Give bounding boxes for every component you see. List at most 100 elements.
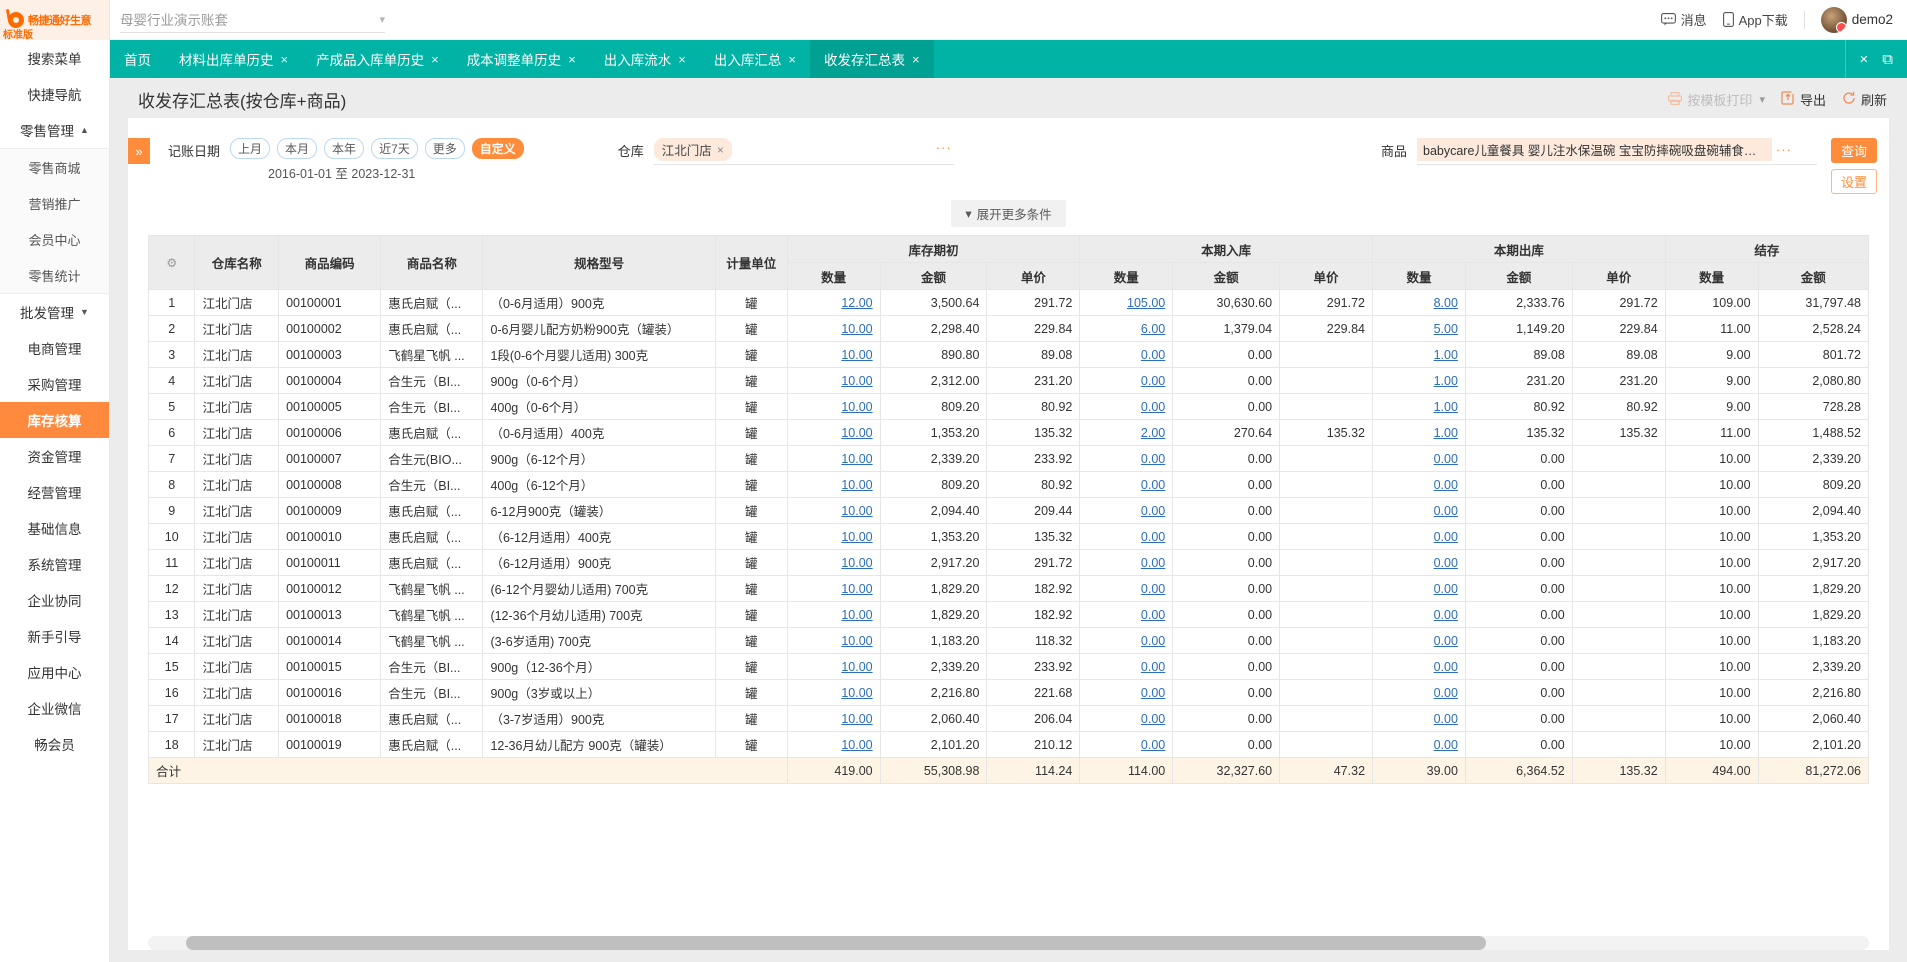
cell-oq[interactable]: 0.00 xyxy=(1372,497,1466,524)
drilldown-link[interactable]: 10.00 xyxy=(841,659,873,674)
drilldown-link[interactable]: 0.00 xyxy=(1140,555,1166,570)
sidebar-item-6[interactable]: 零售统计 xyxy=(28,268,81,284)
tab-close-icon[interactable]: × xyxy=(788,51,796,67)
cell-iq[interactable]: 0.00 xyxy=(1079,601,1174,628)
table-row[interactable]: 3 江北门店 00100003 飞鹤星飞帆 ... 1段(0-6个月婴儿适用) 300克… xyxy=(147,341,1870,368)
table-row[interactable]: 4 江北门店 00100004 合生元（BI... 900g（0-6个月）罐 10.00 2… xyxy=(147,367,1870,394)
drilldown-link[interactable]: 0.00 xyxy=(1433,737,1458,752)
sidebar-item-0[interactable]: 搜索菜单 xyxy=(0,40,109,76)
col-header-base-0[interactable]: ⚙ xyxy=(147,235,196,290)
cell-bq[interactable]: 10.00 xyxy=(786,679,881,706)
drilldown-link[interactable]: 0.00 xyxy=(1140,607,1166,622)
cell-bq[interactable]: 10.00 xyxy=(786,601,881,628)
tab-0[interactable]: 首页 xyxy=(110,40,165,78)
drilldown-link[interactable]: 0.00 xyxy=(1433,451,1458,466)
tab-close-icon[interactable]: × xyxy=(280,51,289,67)
expand-more-conditions-button[interactable]: ▾ 展开更多条件 xyxy=(951,200,1066,227)
cell-oq[interactable]: 1.00 xyxy=(1372,393,1466,420)
drilldown-link[interactable]: 0.00 xyxy=(1433,581,1458,596)
table-row[interactable]: 12 江北门店 00100012 飞鹤星飞帆 ... (6-12个月婴幼儿适用) 700… xyxy=(147,575,1870,602)
cell-bq[interactable]: 10.00 xyxy=(786,367,881,394)
drilldown-link[interactable]: 0.00 xyxy=(1433,607,1458,622)
table-row[interactable]: 8 江北门店 00100008 合生元（BI... 400g（6-12个月）罐 10.00… xyxy=(147,471,1870,498)
cell-iq[interactable]: 0.00 xyxy=(1079,679,1174,706)
drilldown-link[interactable]: 0.00 xyxy=(1433,633,1458,648)
drilldown-link[interactable]: 0.00 xyxy=(1433,659,1458,674)
drilldown-link[interactable]: 0.00 xyxy=(1140,685,1166,700)
restore-window-icon[interactable]: ⧉ xyxy=(1882,50,1893,68)
messages-button[interactable]: 消息 xyxy=(1660,10,1707,29)
sidebar-item-17[interactable]: 应用中心 xyxy=(0,654,109,690)
tab-6[interactable]: 收发存汇总表 × xyxy=(809,40,934,78)
user-menu[interactable]: demo2 xyxy=(1820,6,1893,33)
cell-oq[interactable]: 0.00 xyxy=(1372,601,1466,628)
cell-iq[interactable]: 0.00 xyxy=(1079,549,1174,576)
drilldown-link[interactable]: 0.00 xyxy=(1433,685,1458,700)
date-chip-1[interactable]: 本月 xyxy=(277,138,318,159)
page-action-1[interactable]: 导出 xyxy=(1781,90,1826,109)
cell-bq[interactable]: 10.00 xyxy=(786,497,881,524)
drilldown-link[interactable]: 1.00 xyxy=(1433,347,1458,362)
drilldown-link[interactable]: 0.00 xyxy=(1140,477,1166,492)
cell-iq[interactable]: 0.00 xyxy=(1079,341,1174,368)
cell-iq[interactable]: 0.00 xyxy=(1079,575,1174,602)
cell-oq[interactable]: 8.00 xyxy=(1372,289,1466,316)
sidebar-item-18[interactable]: 企业微信 xyxy=(0,690,109,726)
table-row[interactable]: 10 江北门店 00100010 惠氏启赋（... （6-12月适用）400克罐 10.0… xyxy=(147,523,1870,550)
drilldown-link[interactable]: 10.00 xyxy=(841,399,873,414)
tab-3[interactable]: 成本调整单历史 × xyxy=(453,40,590,78)
sidebar-item-12[interactable]: 经营管理 xyxy=(0,474,109,510)
sidebar-item-4[interactable]: 营销推广 xyxy=(28,196,81,212)
tab-close-icon[interactable]: × xyxy=(568,51,576,67)
sidebar-item-5[interactable]: 会员中心 xyxy=(28,232,81,248)
cell-bq[interactable]: 10.00 xyxy=(786,731,881,758)
app-download-button[interactable]: App下载 xyxy=(1722,10,1788,29)
tab-close-icon[interactable]: × xyxy=(431,51,439,67)
date-chip-2[interactable]: 本年 xyxy=(324,138,365,159)
page-action-2[interactable]: 刷新 xyxy=(1842,90,1887,109)
drilldown-link[interactable]: 5.00 xyxy=(1433,321,1458,336)
cell-oq[interactable]: 1.00 xyxy=(1372,341,1466,368)
cell-bq[interactable]: 10.00 xyxy=(786,549,881,576)
cell-bq[interactable]: 10.00 xyxy=(786,575,881,602)
drilldown-link[interactable]: 10.00 xyxy=(841,685,873,700)
cell-oq[interactable]: 0.00 xyxy=(1372,445,1466,472)
drilldown-link[interactable]: 10.00 xyxy=(841,373,873,388)
drilldown-link[interactable]: 2.00 xyxy=(1140,425,1166,440)
cell-iq[interactable]: 0.00 xyxy=(1079,523,1174,550)
cell-oq[interactable]: 0.00 xyxy=(1372,653,1466,680)
sidebar-item-13[interactable]: 基础信息 xyxy=(0,510,109,546)
cell-bq[interactable]: 10.00 xyxy=(786,523,881,550)
drilldown-link[interactable]: 0.00 xyxy=(1433,477,1458,492)
cell-iq[interactable]: 0.00 xyxy=(1079,731,1174,758)
cell-oq[interactable]: 0.00 xyxy=(1372,679,1466,706)
drilldown-link[interactable]: 0.00 xyxy=(1140,503,1166,518)
drilldown-link[interactable]: 0.00 xyxy=(1140,399,1166,414)
tab-5[interactable]: 出入库汇总 × xyxy=(700,40,810,78)
drilldown-link[interactable]: 10.00 xyxy=(841,529,873,544)
sidebar-item-14[interactable]: 系统管理 xyxy=(0,546,109,582)
brand-logo-area[interactable]: 畅捷通好生意 标准版 xyxy=(0,0,109,41)
drilldown-link[interactable]: 0.00 xyxy=(1140,711,1166,726)
cell-bq[interactable]: 10.00 xyxy=(786,705,881,732)
table-row[interactable]: 1 江北门店 00100001 惠氏启赋（... （0-6月适用）900克罐 12.00 3… xyxy=(147,289,1870,316)
cell-iq[interactable]: 0.00 xyxy=(1079,705,1174,732)
cell-oq[interactable]: 0.00 xyxy=(1372,575,1466,602)
drilldown-link[interactable]: 10.00 xyxy=(841,451,873,466)
drilldown-link[interactable]: 1.00 xyxy=(1433,425,1458,440)
drilldown-link[interactable]: 0.00 xyxy=(1140,451,1166,466)
drilldown-link[interactable]: 0.00 xyxy=(1140,581,1166,596)
horizontal-scrollbar[interactable] xyxy=(148,936,1869,950)
cell-bq[interactable]: 10.00 xyxy=(786,315,881,342)
cell-iq[interactable]: 6.00 xyxy=(1079,315,1174,342)
product-more-icon[interactable]: ··· xyxy=(1776,142,1792,157)
table-row[interactable]: 2 江北门店 00100002 惠氏启赋（... 0-6月婴儿配方奶粉900克（罐装）罐… xyxy=(147,315,1870,342)
drilldown-link[interactable]: 1.00 xyxy=(1433,399,1458,414)
setting-button[interactable]: 设置 xyxy=(1831,169,1877,194)
drilldown-link[interactable]: 0.00 xyxy=(1433,503,1458,518)
cell-iq[interactable]: 0.00 xyxy=(1079,393,1174,420)
drilldown-link[interactable]: 0.00 xyxy=(1140,529,1166,544)
remove-warehouse-icon[interactable]: × xyxy=(716,142,724,157)
table-row[interactable]: 13 江北门店 00100013 飞鹤星飞帆 ... (12-36个月幼儿适用) 700… xyxy=(147,601,1870,628)
drilldown-link[interactable]: 10.00 xyxy=(841,633,873,648)
